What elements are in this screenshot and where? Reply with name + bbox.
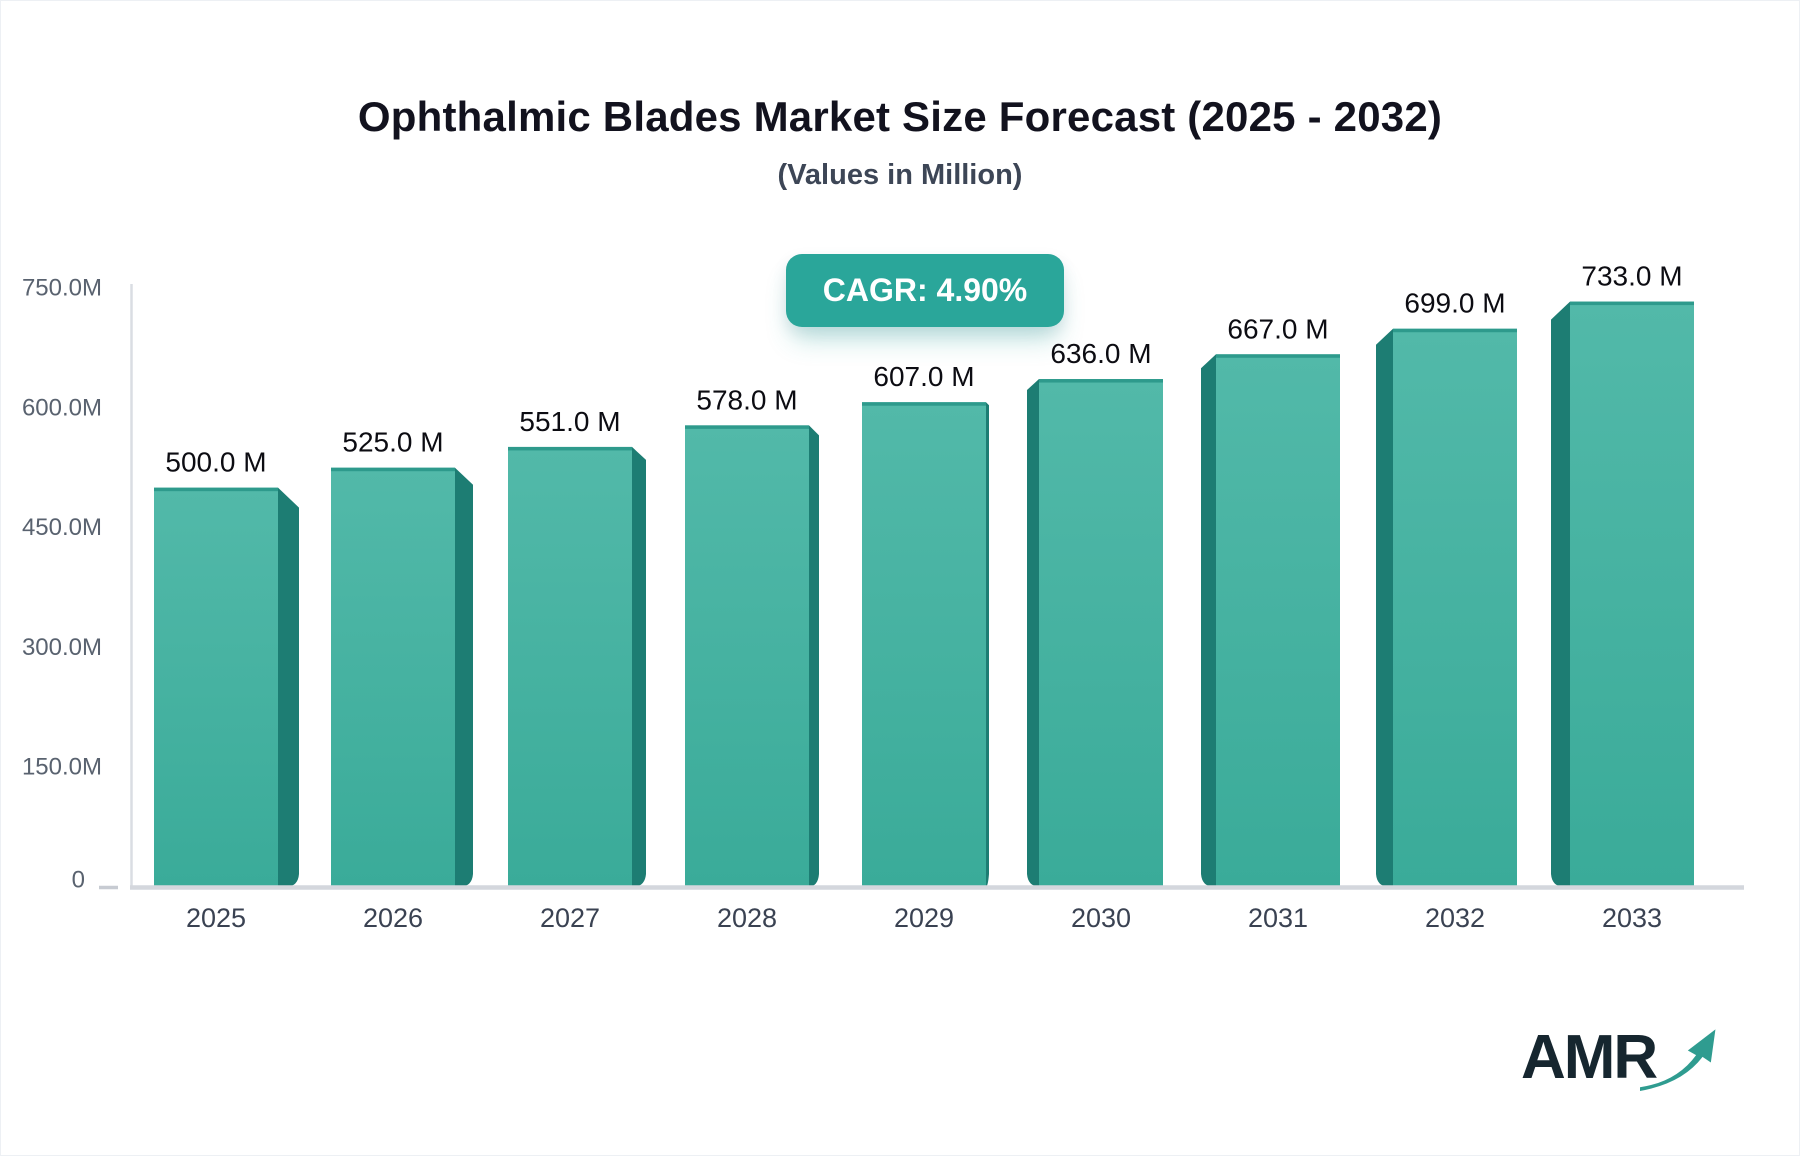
bar-side xyxy=(455,467,473,888)
bar-face xyxy=(508,446,632,887)
bar-2026: 525.0 M 2026 xyxy=(331,427,473,933)
chart-subtitle: (Values in Million) xyxy=(777,159,1023,191)
bar-2030: 636.0 M 2030 xyxy=(1027,338,1163,933)
bar-face xyxy=(331,467,455,887)
bar-face xyxy=(154,487,278,887)
amr-logo: AMR xyxy=(1521,1027,1732,1093)
amr-logo-text: AMR xyxy=(1521,1023,1658,1092)
value-label-2033: 733.0 M xyxy=(1581,261,1682,292)
bar-side xyxy=(1201,354,1216,889)
bar-2029: 607.0 M 2029 xyxy=(862,361,989,933)
bar-face xyxy=(1039,379,1163,887)
bar-top-edge xyxy=(508,446,632,451)
bar-top-edge xyxy=(1216,354,1340,358)
bar-2025: 500.0 M 2025 xyxy=(154,447,299,933)
bar-side xyxy=(986,402,989,888)
bar-face xyxy=(1570,301,1694,887)
value-label-2028: 578.0 M xyxy=(696,384,797,415)
x-tick-label-2028: 2028 xyxy=(717,903,777,933)
y-tick-label-300.0M: 300.0M xyxy=(22,634,102,661)
x-tick-label-2025: 2025 xyxy=(186,903,246,933)
y-tick-label-150.0M: 150.0M xyxy=(22,754,102,781)
y-tick-label-0: 0 xyxy=(72,867,85,894)
value-label-2025: 500.0 M xyxy=(165,447,266,478)
bar-side xyxy=(1027,379,1039,888)
y-tick-label-750.0M: 750.0M xyxy=(22,275,102,302)
bar-2028: 578.0 M 2028 xyxy=(685,384,819,933)
bar-top-edge xyxy=(685,425,809,429)
y-tick-label-450.0M: 450.0M xyxy=(22,514,102,541)
x-tick-label-2031: 2031 xyxy=(1248,903,1308,933)
bar-face xyxy=(1393,328,1517,887)
value-label-2031: 667.0 M xyxy=(1227,313,1328,344)
bar-side xyxy=(809,425,819,888)
x-tick-label-2032: 2032 xyxy=(1425,903,1485,933)
bar-top-edge xyxy=(1039,379,1163,383)
value-label-2029: 607.0 M xyxy=(873,361,974,392)
value-label-2032: 699.0 M xyxy=(1404,288,1505,319)
bar-top-edge xyxy=(154,487,278,492)
x-tick-label-2033: 2033 xyxy=(1602,903,1662,933)
bar-top-edge xyxy=(1393,328,1517,333)
x-tick-label-2029: 2029 xyxy=(894,903,954,933)
bar-face xyxy=(685,425,809,887)
bar-2031: 667.0 M 2031 xyxy=(1201,313,1340,933)
bar-face xyxy=(1216,354,1340,888)
y-tick-label-600.0M: 600.0M xyxy=(22,394,102,421)
cagr-badge: CAGR: 4.90% xyxy=(786,254,1064,327)
bar-side xyxy=(1376,328,1393,888)
bar-top-edge xyxy=(862,402,986,406)
bar-2033: 733.0 M 2033 xyxy=(1551,261,1694,933)
bar-face xyxy=(862,402,986,887)
x-tick-label-2026: 2026 xyxy=(363,903,423,933)
chart-title: Ophthalmic Blades Market Size Forecast (… xyxy=(357,93,1443,140)
value-label-2027: 551.0 M xyxy=(519,406,620,437)
growth-arrow-icon xyxy=(1640,1029,1716,1091)
bar-side xyxy=(632,446,646,888)
bar-side xyxy=(1551,301,1570,888)
value-label-2030: 636.0 M xyxy=(1050,338,1151,369)
value-label-2026: 525.0 M xyxy=(342,427,443,458)
bar-2032: 699.0 M 2032 xyxy=(1376,288,1517,933)
bar-side xyxy=(278,487,299,888)
x-tick-label-2030: 2030 xyxy=(1071,903,1131,933)
bar-top-edge xyxy=(331,467,455,472)
bar-top-edge xyxy=(1570,301,1694,306)
bar-2027: 551.0 M 2027 xyxy=(508,406,646,933)
x-tick-label-2027: 2027 xyxy=(540,903,600,933)
